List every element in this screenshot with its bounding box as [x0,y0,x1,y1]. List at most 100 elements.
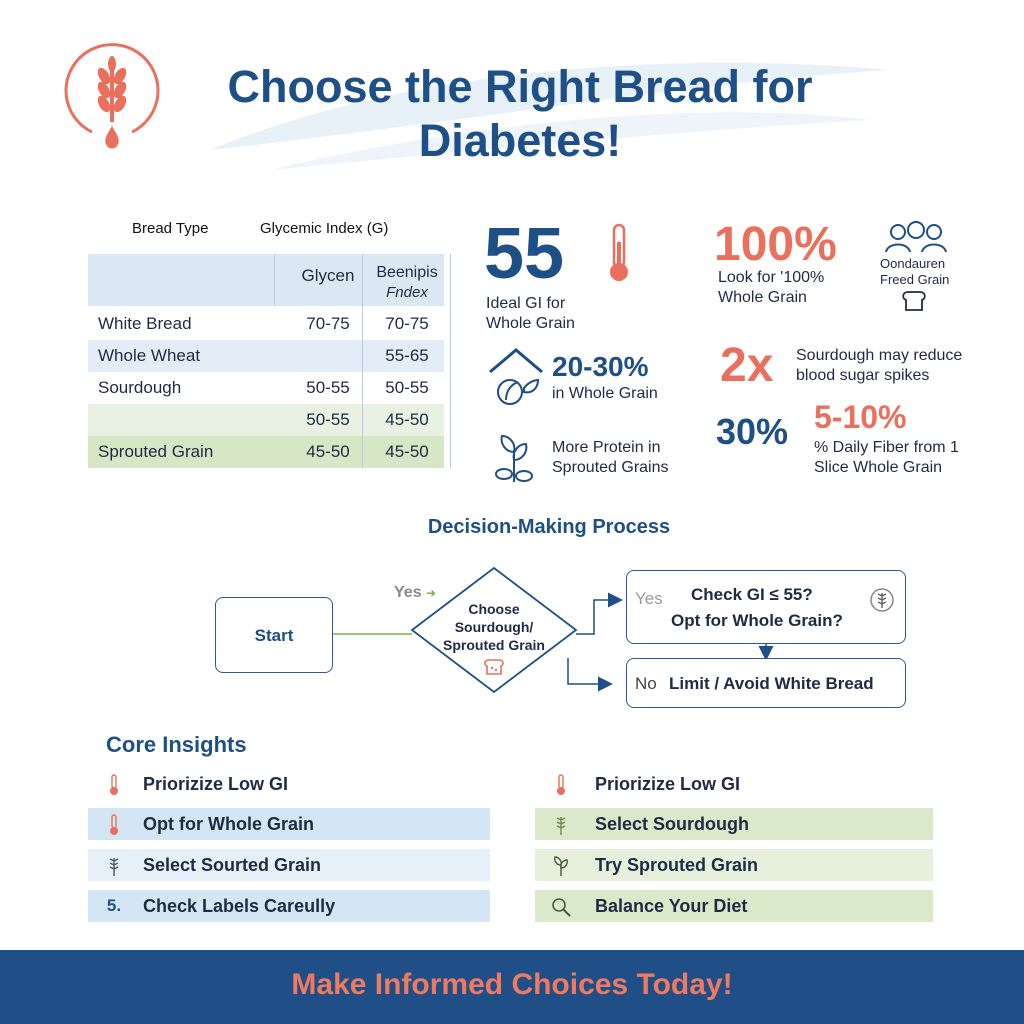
title-line-1: Choose the Right Bread for [227,61,813,112]
footer-banner: Make Informed Choices Today! [0,950,1024,1024]
flow-heading: Decision-Making Process [427,516,671,538]
footer-cta-text: Make Informed Choices Today! [291,968,733,1001]
insight-item: 5. Check Labels Careully [88,890,490,922]
insight-item: Select Sourdough [535,808,933,840]
flow-no-label: No [635,674,657,693]
page-title: Choose the Right Bread for Diabetes! [170,60,870,168]
background-swoosh [210,62,890,170]
stat-protein-line2: Sprouted Grains [552,459,669,476]
stat-510-line2: Slice Whole Grain [814,459,943,476]
insight-label: Select Sourdough [595,814,750,834]
box1-line2: Opt for Whole Grain? [671,611,843,630]
thermometer-icon [102,814,126,836]
gi-value-2: 70-75 [385,314,429,333]
table-row: Whole Wheat 55-65 [88,340,444,372]
gi-value-2: 55-65 [385,346,429,365]
flow-connectors [332,592,774,692]
diamond-line2: Sourdough/ [454,619,534,635]
stat-55-line1: Ideal GI for [486,295,566,312]
glycemic-index-table: Bread Type Glycemic Index (G) Glycen Bee… [88,210,451,480]
insight-label: Balance Your Diet [595,896,748,916]
gi-value-1: 70-75 [306,314,350,333]
subheader-col3-line2: Fndex [386,284,428,301]
people-icon [885,221,947,253]
wheat-drop-logo-icon [64,43,160,149]
insight-item: Opt for Whole Grain [88,808,490,840]
wheat-icon [549,814,573,836]
table-row: Sourdough 50-55 50-55 [88,372,444,404]
table-row: Sprouted Grain 45-50 45-50 [88,436,444,468]
bread-slice-icon [902,291,926,311]
insight-item: Priorizize Low GI [535,768,933,800]
insight-item: Select Sourted Grain [88,849,490,881]
table-row: White Bread 70-75 70-75 [88,308,444,340]
gi-value-2: 45-50 [385,410,429,429]
title-line-2: Diabetes! [418,115,622,166]
table-header-bread-type: Bread Type [132,220,209,237]
flow-avoid-white-bread-box: No Limit / Avoid White Bread [626,658,906,708]
gi-value-1: 50-55 [306,378,350,397]
stat-freed-line2: Freed Grain [880,272,950,287]
arrow-icon: ➜ [426,586,437,600]
gi-value-1: 50-55 [306,410,350,429]
stat-2030-value: 20-30% [552,351,649,382]
thermometer-icon [102,774,126,796]
table-row: 50-55 45-50 [88,404,444,436]
subheader-col3-line1: Beenipis [376,264,438,281]
insight-item: Try Sprouted Grain [535,849,933,881]
sprout-icon [549,855,573,877]
stat-510-line1: % Daily Fiber from 1 [814,439,959,456]
wheat-icon [102,855,126,877]
stat-protein-line1: More Protein in [552,439,661,456]
flow-start-label: Start [254,626,294,645]
table-header-gi: Glycemic Index (G) [260,220,389,237]
stat-2030-line1: in Whole Grain [552,385,658,402]
insight-label: Priorizize Low GI [143,774,289,794]
insight-label: Select Sourted Grain [143,855,322,875]
house-leaf-icon [489,348,543,405]
stat-freed-line1: Oondauren [880,256,946,271]
wheat-badge-icon [870,588,894,612]
number-marker: 5. [106,896,122,915]
sprout-icon [495,434,533,482]
bread-name: Sprouted Grain [98,442,214,461]
stat-100-line1: Look for '100% [718,269,825,286]
flow-yes-left: Yes [394,584,422,601]
bread-name: Whole Wheat [98,346,201,365]
insight-label: Try Sprouted Grain [595,855,759,875]
diamond-line1: Choose [468,601,520,617]
box1-line1: Check GI ≤ 55? [691,585,813,604]
stat-55-value: 55 [484,214,565,294]
stat-2x-value: 2x [720,339,774,392]
stat-100-value: 100% [714,218,837,271]
magnifier-icon [549,896,573,918]
insight-label: Priorizize Low GI [595,774,741,794]
subheader-col2: Glycen [301,266,355,285]
gi-value-1: 45-50 [306,442,350,461]
gi-value-2: 50-55 [385,378,429,397]
table-divider [362,254,363,468]
flow-decision-diamond [410,566,578,694]
gi-value-2: 45-50 [385,442,429,461]
table-divider [274,254,275,306]
insight-item: Balance Your Diet [535,890,933,922]
thermometer-icon [610,223,628,281]
thermometer-icon [549,774,573,796]
insights-heading: Core Insights [106,732,247,757]
stat-2x-line1: Sourdough may reduce [796,347,963,364]
stat-55-line2: Whole Grain [486,315,575,332]
flow-check-gi-box: Yes Check GI ≤ 55? Opt for Whole Grain? [626,570,906,644]
insight-label: Opt for Whole Grain [143,814,314,834]
flow-yes-right: Yes [635,589,663,608]
table-subheader-row: Glycen Beenipis Fndex [88,254,444,306]
flow-start-box: Start [215,597,333,673]
bread-name: Sourdough [98,378,182,397]
stat-2x-line2: blood sugar spikes [796,367,930,384]
stat-30-value: 30% [716,411,789,452]
diamond-line3: Sprouted Grain [443,637,545,653]
table-divider [450,254,451,468]
bread-icon [484,659,504,675]
insight-label: Check Labels Careully [143,896,336,916]
bread-name: White Bread [98,314,192,333]
insight-item: Priorizize Low GI [88,768,490,800]
